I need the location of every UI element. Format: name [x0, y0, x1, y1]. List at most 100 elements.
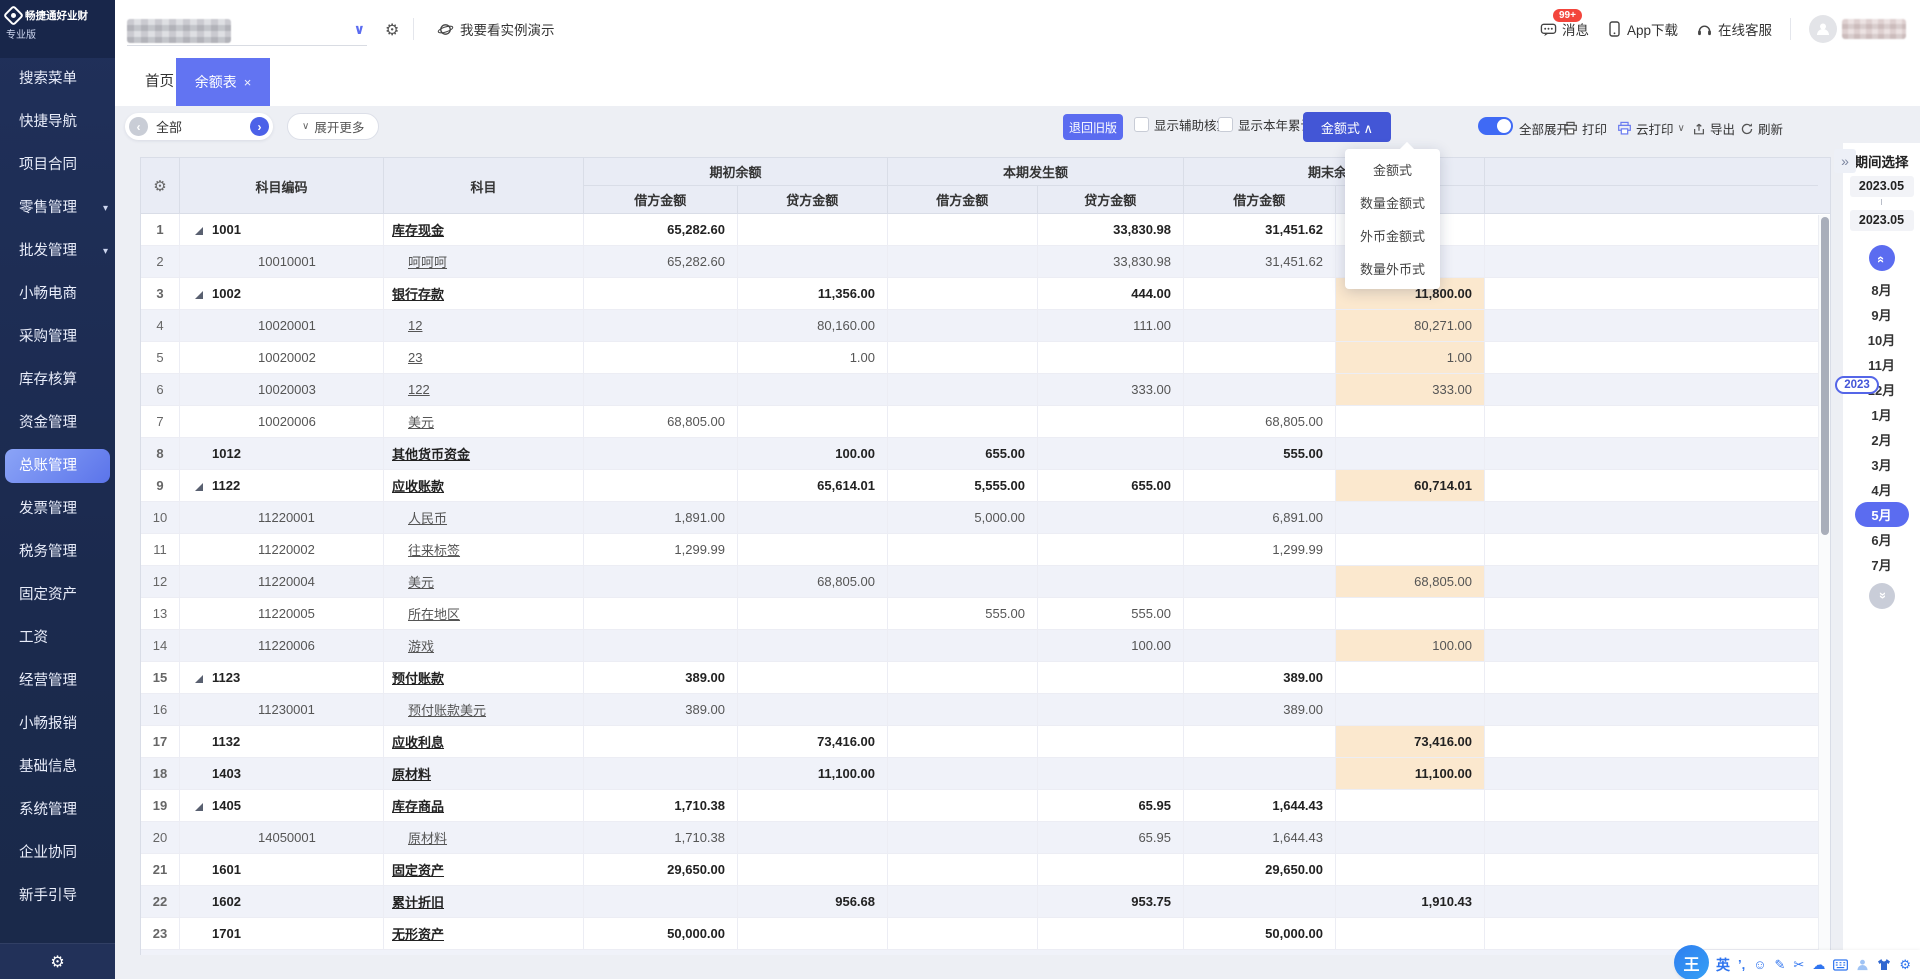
format-dropdown-button[interactable]: 金额式 ∧ [1303, 112, 1391, 142]
sidebar-item-企业协同[interactable]: 企业协同 ▾ [0, 832, 115, 875]
sidebar-item-搜索菜单[interactable]: 搜索菜单 ▾ [0, 58, 115, 101]
chevron-left-icon[interactable]: ‹ [129, 117, 148, 136]
sidebar-item-固定资产[interactable]: 固定资产 ▾ [0, 574, 115, 617]
chevron-right-icon[interactable]: › [250, 117, 269, 136]
table-row[interactable]: 6 10020003 122 333.00 333.00 [141, 374, 1830, 406]
sidebar-item-系统管理[interactable]: 系统管理 ▾ [0, 789, 115, 832]
keyboard-icon[interactable] [1833, 958, 1849, 971]
period-from[interactable]: 2023.05 [1849, 176, 1914, 197]
month-item-6月[interactable]: 6月 [1871, 533, 1892, 548]
table-row[interactable]: 1 1001 库存现金 65,282.60 33,830.98 31,451.6… [141, 214, 1830, 246]
collapse-panel-button[interactable]: » [1834, 149, 1856, 173]
chevron-down-icon[interactable]: ∨ [353, 21, 365, 37]
month-item-2月[interactable]: 2月 [1871, 433, 1892, 448]
account-link[interactable]: 其他货币资金 [392, 447, 471, 462]
month-item-10月[interactable]: 10月 [1867, 333, 1896, 348]
checkbox-icon[interactable] [1218, 117, 1233, 132]
header-opening-debit[interactable]: 借方金额 [584, 185, 738, 213]
format-menu-item[interactable]: 外币金额式 [1359, 229, 1425, 244]
account-link[interactable]: 预付账款 [392, 671, 445, 686]
header-current-debit[interactable]: 借方金额 [888, 185, 1038, 213]
ime-logo-button[interactable]: 王 [1674, 945, 1709, 979]
sidebar-item-工资[interactable]: 工资 ▾ [0, 617, 115, 660]
print-button[interactable]: 打印 [1563, 119, 1607, 138]
support-button[interactable]: 在线客服 [1696, 19, 1772, 39]
account-link[interactable]: 所在地区 [408, 607, 461, 622]
table-row[interactable]: 20 14050001 原材料 1,710.38 65.95 1,644.43 [141, 822, 1830, 854]
expand-triangle-icon[interactable] [195, 675, 203, 683]
sidebar-item-资金管理[interactable]: 资金管理 ▾ [0, 402, 115, 445]
scrollbar-thumb[interactable] [1821, 217, 1829, 535]
header-current-credit[interactable]: 贷方金额 [1084, 192, 1137, 208]
account-link[interactable]: 往来标签 [408, 543, 461, 558]
sidebar-item-项目合同[interactable]: 项目合同 ▾ [0, 144, 115, 187]
show-ytd-checkbox[interactable]: 显示本年累计 [1218, 115, 1313, 134]
account-link[interactable]: 呵呵呵 [408, 255, 448, 270]
table-row[interactable]: 12 11220004 美元 68,805.00 68,805.00 [141, 566, 1830, 598]
user-account[interactable] [1809, 15, 1906, 43]
sidebar-item-小畅报销[interactable]: 小畅报销 ▾ [0, 703, 115, 746]
punctuation-toggle-icon[interactable]: ’, [1738, 957, 1746, 972]
account-link[interactable]: 23 [408, 350, 423, 365]
format-menu-item[interactable]: 金额式 [1372, 163, 1412, 178]
sidebar-item-批发管理[interactable]: 批发管理 ▾ [0, 230, 115, 273]
month-item-4月[interactable]: 4月 [1871, 483, 1892, 498]
account-link[interactable]: 库存商品 [392, 799, 445, 814]
cloud-print-button[interactable]: 云打印 ∨ [1617, 119, 1685, 138]
messages-button[interactable]: 99+ 消息 [1540, 8, 1589, 39]
header-account-code[interactable]: 科目编码 [180, 158, 384, 214]
table-row[interactable]: 5 10020002 23 1.00 1.00 [141, 342, 1830, 374]
account-link[interactable]: 应收利息 [392, 735, 445, 750]
table-row[interactable]: 8 1012 其他货币资金 100.00 655.00 555.00 [141, 438, 1830, 470]
format-menu-item[interactable]: 数量金额式 [1359, 196, 1425, 211]
months-scroll-up-button[interactable]: « [1868, 245, 1895, 271]
close-icon[interactable]: × [243, 74, 252, 90]
account-link[interactable]: 预付账款美元 [408, 703, 487, 718]
emoji-icon[interactable]: ☺ [1753, 957, 1767, 972]
account-link[interactable]: 库存现金 [392, 223, 445, 238]
sidebar-item-发票管理[interactable]: 发票管理 ▾ [0, 488, 115, 531]
month-item-11月[interactable]: 11月 [1868, 358, 1895, 373]
gear-icon[interactable]: ⚙ [385, 22, 400, 39]
months-scroll-down-button[interactable]: « [1868, 583, 1895, 609]
table-row[interactable]: 17 1132 应收利息 73,416.00 73,416.00 [141, 726, 1830, 758]
account-link[interactable]: 122 [408, 382, 430, 397]
column-settings-button[interactable]: ⚙ [141, 158, 180, 214]
table-row[interactable]: 14 11220006 游戏 100.00 100.00 [141, 630, 1830, 662]
table-row[interactable]: 23 1701 无形资产 50,000.00 50,000.00 [141, 918, 1830, 950]
account-link[interactable]: 固定资产 [392, 863, 445, 878]
month-item-8月[interactable]: 8月 [1871, 283, 1892, 298]
table-row[interactable]: 11 11220002 往来标签 1,299.99 1,299.99 [141, 534, 1830, 566]
sidebar-item-总账管理[interactable]: 总账管理 ▾ [5, 449, 110, 483]
sidebar-item-新手引导[interactable]: 新手引导 ▾ [0, 875, 115, 918]
account-scope-selector[interactable]: ‹ 全部 › [125, 113, 273, 140]
expand-triangle-icon[interactable] [195, 483, 203, 491]
expand-more-button[interactable]: ∨ 展开更多 [287, 113, 380, 140]
account-link[interactable]: 累计折旧 [392, 895, 445, 910]
table-row[interactable]: 18 1403 原材料 11,100.00 11,100.00 [141, 758, 1830, 790]
tab-home[interactable]: 首页 [145, 74, 174, 90]
tab-balance-sheet[interactable]: 余额表 × [176, 58, 270, 106]
sidebar-item-库存核算[interactable]: 库存核算 ▾ [0, 359, 115, 402]
month-item-7月[interactable]: 7月 [1871, 558, 1892, 573]
table-row[interactable]: 19 1405 库存商品 1,710.38 65.95 1,644.43 [141, 790, 1830, 822]
skin-icon[interactable] [1877, 958, 1891, 971]
month-item-1月[interactable]: 1月 [1871, 408, 1892, 423]
vertical-scrollbar[interactable] [1818, 215, 1830, 955]
month-item-5月[interactable]: 5月 [1854, 502, 1909, 527]
account-link[interactable]: 美元 [408, 575, 435, 590]
table-row[interactable]: 9 1122 应收账款 65,614.01 5,555.00 655.00 60… [141, 470, 1830, 502]
period-to[interactable]: 2023.05 [1849, 210, 1914, 231]
gear-icon[interactable]: ⚙ [1899, 956, 1911, 972]
expand-triangle-icon[interactable] [195, 291, 203, 299]
month-item-9月[interactable]: 9月 [1871, 308, 1892, 323]
header-opening-credit[interactable]: 贷方金额 [786, 192, 839, 208]
header-ending-debit[interactable]: 借方金额 [1184, 185, 1336, 213]
header-account-name[interactable]: 科目 [384, 158, 584, 214]
account-link[interactable]: 银行存款 [392, 287, 445, 302]
sidebar-item-小畅电商[interactable]: 小畅电商 ▾ [0, 273, 115, 316]
sidebar-item-税务管理[interactable]: 税务管理 ▾ [0, 531, 115, 574]
back-to-old-button[interactable]: 退回旧版 [1063, 114, 1123, 140]
sidebar-item-零售管理[interactable]: 零售管理 ▾ [0, 187, 115, 230]
table-row[interactable]: 3 1002 银行存款 11,356.00 444.00 11,800.00 [141, 278, 1830, 310]
